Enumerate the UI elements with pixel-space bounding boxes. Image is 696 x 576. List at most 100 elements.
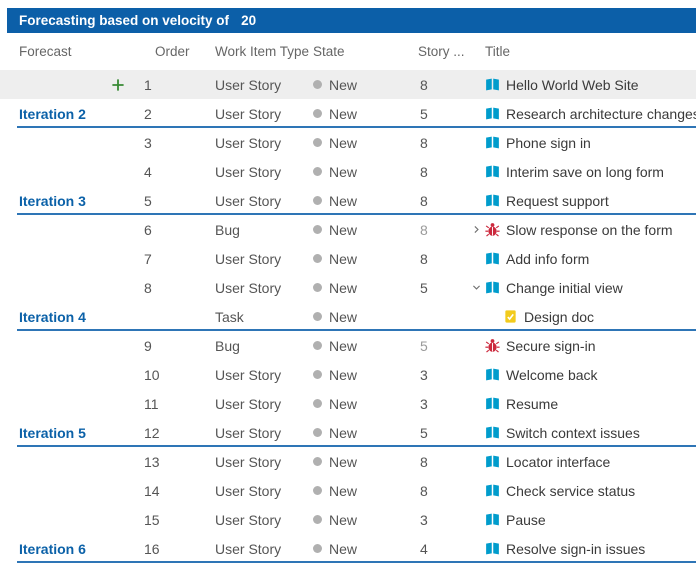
story-points-cell: 4 — [420, 540, 428, 557]
title-cell: Add info form — [465, 244, 696, 273]
state-label: New — [329, 105, 358, 122]
table-row[interactable]: 13 User Story New 8 Locator interface — [0, 447, 696, 476]
table-row[interactable]: 9 Bug New 5 Secure sign-in — [0, 331, 696, 360]
title-cell: Pause — [465, 505, 696, 534]
story-points-cell: 5 — [420, 337, 428, 354]
forecast-cell — [0, 70, 140, 99]
title-cell: Research architecture changes — [465, 99, 696, 128]
chevron-spacer — [467, 396, 485, 412]
user-story-icon — [485, 193, 500, 208]
work-item-title[interactable]: Pause — [506, 511, 546, 528]
state-label: New — [329, 337, 358, 354]
table-row[interactable]: 7 User Story New 8 Add info form — [0, 244, 696, 273]
user-story-icon — [485, 367, 500, 382]
collapse-chevron-icon[interactable] — [467, 280, 485, 296]
story-points-cell: 5 — [420, 105, 428, 122]
table-body: 1 User Story New 8 Hello World Web Site Itera… — [0, 70, 696, 563]
forecast-cell — [0, 389, 140, 418]
column-header-work-item-type[interactable]: Work Item Type — [215, 44, 310, 59]
table-row[interactable]: Iteration 5 12 User Story New 5 Switch contex… — [0, 418, 696, 447]
order-cell: 12 — [144, 424, 160, 441]
work-item-title[interactable]: Hello World Web Site — [506, 76, 639, 93]
velocity-value[interactable]: 20 — [241, 13, 257, 28]
work-item-title[interactable]: Change initial view — [506, 279, 623, 296]
work-item-type-cell: User Story — [215, 192, 282, 209]
state-dot-icon — [313, 138, 322, 147]
state-dot-icon — [313, 399, 322, 408]
state-cell: New — [310, 389, 405, 418]
state-label: New — [329, 424, 358, 441]
state-dot-icon — [313, 515, 322, 524]
work-item-title[interactable]: Secure sign-in — [506, 337, 596, 354]
add-work-item-button[interactable] — [110, 77, 126, 93]
order-cell: 6 — [144, 221, 152, 238]
work-item-title[interactable]: Welcome back — [506, 366, 598, 383]
column-header-forecast[interactable]: Forecast — [19, 44, 72, 59]
work-item-title[interactable]: Locator interface — [506, 453, 611, 470]
work-item-type-cell: User Story — [215, 134, 282, 151]
state-cell: New — [310, 99, 405, 128]
column-header-order[interactable]: Order — [155, 44, 190, 59]
forecast-line — [17, 445, 696, 447]
state-dot-icon — [313, 341, 322, 350]
work-item-title[interactable]: Check service status — [506, 482, 636, 499]
expand-chevron-icon[interactable] — [467, 222, 485, 238]
forecast-cell — [0, 331, 140, 360]
table-row[interactable]: 10 User Story New 3 Welcome back — [0, 360, 696, 389]
table-row[interactable]: Iteration 4 Task New Design doc — [0, 302, 696, 331]
work-item-title[interactable]: Design doc — [524, 308, 595, 325]
forecast-cell — [0, 505, 140, 534]
table-row[interactable]: 14 User Story New 8 Check service status — [0, 476, 696, 505]
work-item-type-cell: User Story — [215, 250, 282, 267]
work-item-title[interactable]: Research architecture changes — [506, 105, 696, 122]
work-item-title[interactable]: Resolve sign-in issues — [506, 540, 646, 557]
column-header-title[interactable]: Title — [485, 44, 511, 59]
state-dot-icon — [313, 254, 322, 263]
table-row[interactable]: Iteration 3 5 User Story New 8 Request suppor… — [0, 186, 696, 215]
user-story-icon — [485, 512, 500, 527]
forecast-iteration-label: Iteration 4 — [19, 308, 86, 325]
order-cell: 1 — [144, 76, 152, 93]
column-header-story-points[interactable]: Story ... — [418, 44, 465, 59]
work-item-title[interactable]: Resume — [506, 395, 559, 412]
order-cell — [140, 302, 205, 331]
story-points-cell: 8 — [420, 134, 428, 151]
column-header-state[interactable]: State — [313, 44, 345, 59]
user-story-icon — [485, 396, 500, 411]
work-item-title[interactable]: Request support — [506, 192, 609, 209]
add-icon — [112, 78, 124, 91]
table-row[interactable]: 15 User Story New 3 Pause — [0, 505, 696, 534]
work-item-title[interactable]: Switch context issues — [506, 424, 640, 441]
table-row[interactable]: Iteration 2 2 User Story New 5 Research archi… — [0, 99, 696, 128]
title-cell: Slow response on the form — [465, 215, 696, 244]
forecast-iteration-label: Iteration 3 — [19, 192, 86, 209]
table-row[interactable]: 4 User Story New 8 Interim save on long form — [0, 157, 696, 186]
forecast-cell — [0, 476, 140, 505]
chevron-spacer — [467, 251, 485, 267]
table-row[interactable]: Iteration 6 16 User Story New 4 Resolve sign-… — [0, 534, 696, 563]
chevron-spacer — [467, 541, 485, 557]
state-label: New — [329, 134, 358, 151]
user-story-icon — [485, 280, 500, 295]
work-item-title[interactable]: Interim save on long form — [506, 163, 664, 180]
work-item-type-cell: User Story — [215, 366, 282, 383]
work-item-title[interactable]: Slow response on the form — [506, 221, 673, 238]
chevron-spacer — [467, 512, 485, 528]
table-row[interactable]: 11 User Story New 3 Resume — [0, 389, 696, 418]
table-row[interactable]: 1 User Story New 8 Hello World Web Site — [0, 70, 696, 99]
bug-icon — [485, 222, 500, 237]
state-dot-icon — [313, 109, 322, 118]
chevron-spacer — [467, 454, 485, 470]
state-dot-icon — [313, 167, 322, 176]
work-item-type-cell: User Story — [215, 482, 282, 499]
user-story-icon — [485, 135, 500, 150]
title-cell: Resume — [465, 389, 696, 418]
work-item-title[interactable]: Phone sign in — [506, 134, 591, 151]
table-row[interactable]: 6 Bug New 8 Slow response on the form — [0, 215, 696, 244]
user-story-icon — [485, 251, 500, 266]
state-label: New — [329, 163, 358, 180]
work-item-title[interactable]: Add info form — [506, 250, 590, 267]
table-row[interactable]: 3 User Story New 8 Phone sign in — [0, 128, 696, 157]
table-row[interactable]: 8 User Story New 5 Change initial view — [0, 273, 696, 302]
forecast-iteration-label: Iteration 5 — [19, 424, 86, 441]
